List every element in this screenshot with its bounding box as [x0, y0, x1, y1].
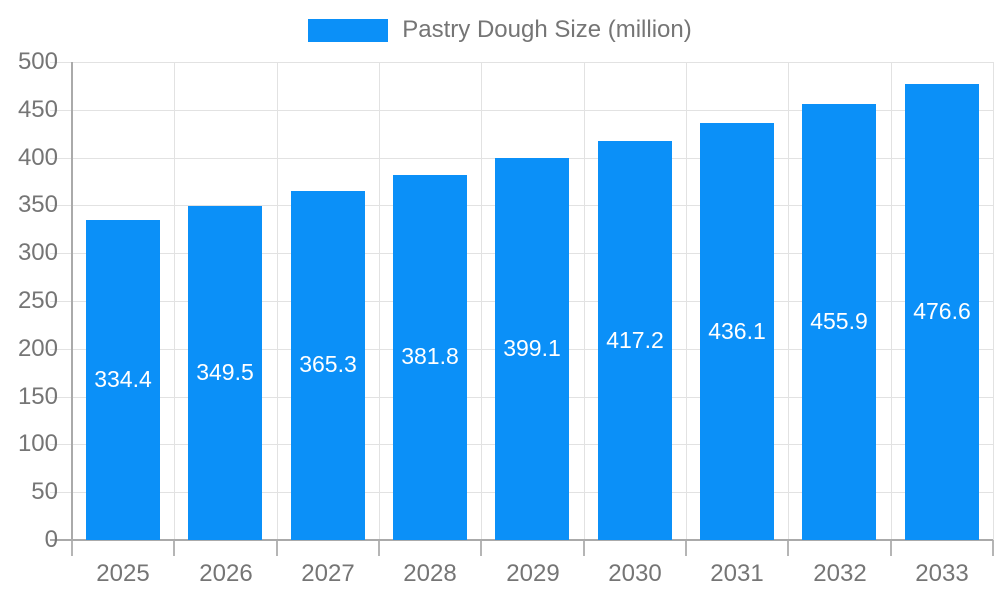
- x-tick-label: 2028: [403, 560, 457, 587]
- x-tick-mark: [378, 540, 380, 556]
- y-tick-label: 0: [44, 526, 58, 553]
- bar-value-label: 349.5: [196, 359, 254, 385]
- x-tick-mark: [276, 540, 278, 556]
- v-gridline: [891, 62, 892, 540]
- v-gridline: [481, 62, 482, 540]
- x-tick-mark: [71, 540, 73, 556]
- y-tick-label: 100: [17, 430, 58, 457]
- y-tick-label: 500: [17, 48, 58, 75]
- bar[interactable]: [598, 141, 672, 540]
- bar-value-label: 455.9: [810, 308, 868, 334]
- v-gridline: [174, 62, 175, 540]
- x-tick-mark: [480, 540, 482, 556]
- bar[interactable]: [86, 220, 160, 540]
- bar[interactable]: [495, 158, 569, 540]
- y-tick-label: 450: [17, 96, 58, 123]
- x-tick-mark: [992, 540, 994, 556]
- x-tick-mark: [685, 540, 687, 556]
- x-tick-label: 2030: [608, 560, 662, 587]
- bar-value-label: 417.2: [606, 327, 664, 353]
- legend-label[interactable]: Pastry Dough Size (million): [402, 16, 692, 43]
- y-tick-label: 150: [17, 383, 58, 410]
- bar[interactable]: [291, 191, 365, 540]
- x-tick-mark: [890, 540, 892, 556]
- legend: Pastry Dough Size (million): [0, 18, 1000, 42]
- y-tick-label: 50: [31, 478, 58, 505]
- x-tick-label: 2031: [710, 560, 764, 587]
- legend-swatch[interactable]: [308, 18, 389, 42]
- y-tick-label: 350: [17, 191, 58, 218]
- y-axis-line: [71, 62, 73, 540]
- h-gridline: [50, 62, 993, 63]
- x-tick-label: 2026: [199, 560, 253, 587]
- v-gridline: [277, 62, 278, 540]
- bar-value-label: 381.8: [401, 343, 459, 369]
- x-tick-label: 2032: [813, 560, 867, 587]
- bar[interactable]: [393, 175, 467, 540]
- x-tick-mark: [787, 540, 789, 556]
- v-gridline: [993, 62, 994, 540]
- bar[interactable]: [700, 123, 774, 540]
- x-tick-mark: [173, 540, 175, 556]
- x-tick-label: 2025: [96, 560, 150, 587]
- bar-value-label: 436.1: [708, 318, 766, 344]
- v-gridline: [379, 62, 380, 540]
- h-gridline: [50, 110, 993, 111]
- bar-value-label: 399.1: [503, 335, 561, 361]
- x-axis-line: [50, 539, 993, 541]
- x-tick-mark: [583, 540, 585, 556]
- v-gridline: [584, 62, 585, 540]
- v-gridline: [686, 62, 687, 540]
- x-tick-label: 2029: [506, 560, 560, 587]
- y-tick-label: 400: [17, 144, 58, 171]
- y-tick-label: 250: [17, 287, 58, 314]
- bar-value-label: 334.4: [94, 366, 152, 392]
- x-tick-label: 2027: [301, 560, 355, 587]
- x-tick-label: 2033: [915, 560, 969, 587]
- y-tick-label: 200: [17, 335, 58, 362]
- bar-value-label: 365.3: [299, 351, 357, 377]
- bar[interactable]: [802, 104, 876, 540]
- bar-value-label: 476.6: [913, 298, 971, 324]
- bar[interactable]: [188, 206, 262, 540]
- v-gridline: [788, 62, 789, 540]
- bar[interactable]: [905, 84, 979, 540]
- y-tick-label: 300: [17, 239, 58, 266]
